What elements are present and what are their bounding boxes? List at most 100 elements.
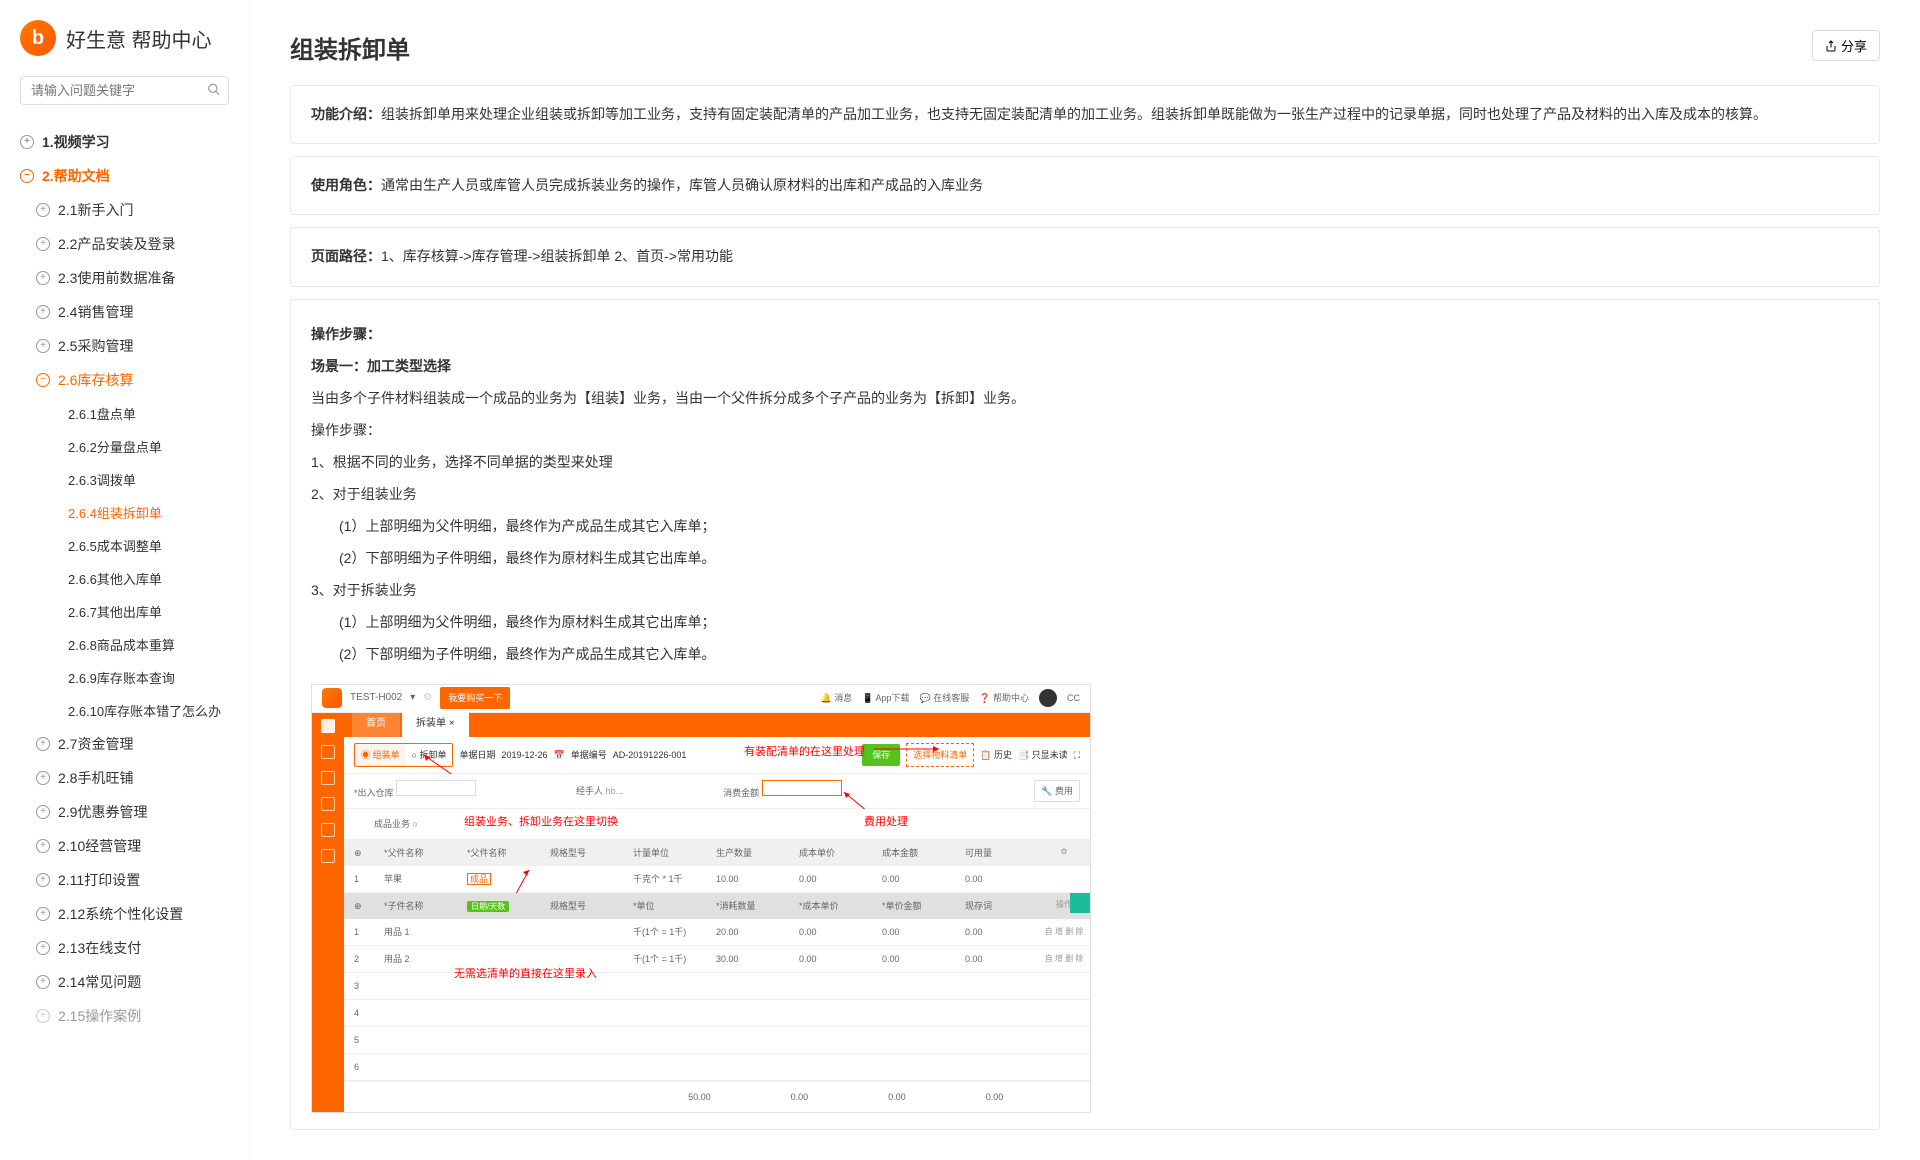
nav-item-docs[interactable]: −2.帮助文档 — [20, 159, 229, 193]
intro-label: 功能介绍： — [311, 106, 381, 122]
ss-fee-input — [762, 780, 842, 796]
ss-date-value: 2019-12-26 — [502, 746, 548, 764]
ss-child-row: 2 用品 2 千(1个 = 1千) 30.00 0.00 0.00 0.00 自… — [344, 946, 1090, 973]
content-box: 操作步骤： 场景一：加工类型选择 当由多个子件材料组装成一个成品的业务为【组装】… — [290, 299, 1880, 1130]
nav-item-2-7[interactable]: +2.7资金管理 — [20, 727, 229, 761]
nav-item-2-6-1[interactable]: 2.6.1盘点单 — [20, 397, 229, 430]
nav-item-2-3[interactable]: +2.3使用前数据准备 — [20, 261, 229, 295]
ss-nav-icon — [321, 797, 335, 811]
ss-child-row: 4 — [344, 1000, 1090, 1027]
search-icon[interactable] — [207, 82, 221, 99]
path-text: 1、库存核算->库存管理->组装拆卸单 2、首页->常用功能 — [381, 248, 733, 264]
nav-item-2-6-8[interactable]: 2.6.8商品成本重算 — [20, 628, 229, 661]
ss-tab-home: 首页 — [352, 711, 400, 737]
nav-item-2-6[interactable]: −2.6库存核算 — [20, 363, 229, 397]
nav-item-2-14[interactable]: +2.14常见问题 — [20, 965, 229, 999]
plus-icon: + — [36, 941, 50, 955]
scene-desc: 当由多个子件材料组装成一个成品的业务为【组装】业务，当由一个父件拆分成多个子产品… — [311, 384, 1859, 412]
nav-item-2-2[interactable]: +2.2产品安装及登录 — [20, 227, 229, 261]
nav-item-2-6-6[interactable]: 2.6.6其他入库单 — [20, 562, 229, 595]
nav-item-2-6-10[interactable]: 2.6.10库存账本错了怎么办 — [20, 694, 229, 727]
nav-item-2-1[interactable]: +2.1新手入门 — [20, 193, 229, 227]
ss-radio-assemble: ◉ 组装单 — [355, 744, 406, 766]
main-content: 组装拆卸单 分享 功能介绍：组装拆卸单用来处理企业组装或拆卸等加工业务，支持有固… — [250, 0, 1920, 1160]
nav-item-2-6-5[interactable]: 2.6.5成本调整单 — [20, 529, 229, 562]
steps-label: 操作步骤： — [311, 320, 1859, 348]
ss-annotation-2: 有装配清单的在这里处理 — [744, 741, 865, 763]
brand-logo-icon: b — [20, 20, 56, 56]
ss-topbar: TEST-H002 ▾ ⚙ 我要购买一下 🔔 消息 📱 App下载 💬 在线客服… — [312, 685, 1090, 713]
search-input[interactable] — [20, 76, 229, 105]
ss-username: CC — [1067, 689, 1080, 707]
page-title: 组装拆卸单 — [290, 30, 410, 65]
ss-nav-icon — [321, 745, 335, 759]
ss-tab-active: 拆装单 × — [402, 711, 469, 737]
ss-avatar-icon — [1039, 689, 1057, 707]
nav-item-2-6-4[interactable]: 2.6.4组装拆卸单 — [20, 496, 229, 529]
step-1: 1、根据不同的业务，选择不同单据的类型来处理 — [311, 448, 1859, 476]
ss-child-row: 5 — [344, 1027, 1090, 1054]
brand: b 好生意 帮助中心 — [20, 20, 229, 56]
ss-parent-row: 1 苹果 成品 千克个 * 1千 10.00 0.00 0.00 0.00 — [344, 866, 1090, 893]
plus-icon: + — [36, 271, 50, 285]
nav-item-2-11[interactable]: +2.11打印设置 — [20, 863, 229, 897]
plus-icon: + — [20, 135, 34, 149]
nav-item-2-5[interactable]: +2.5采购管理 — [20, 329, 229, 363]
nav-item-2-12[interactable]: +2.12系统个性化设置 — [20, 897, 229, 931]
nav-item-2-6-9[interactable]: 2.6.9库存账本查询 — [20, 661, 229, 694]
ss-form-row-1: *出入仓库 经手人 hb... 消费金额 🔧 费用 — [344, 774, 1090, 809]
ss-form-row-2: 成品业务 ○ 组装业务、拆卸业务在这里切换 费用处理 — [344, 809, 1090, 840]
ss-service-link: 💬 在线客服 — [920, 689, 970, 707]
ss-msg-link: 🔔 消息 — [821, 689, 853, 707]
ss-nav-icon — [321, 771, 335, 785]
nav-item-2-6-3[interactable]: 2.6.3调拨单 — [20, 463, 229, 496]
ss-clear-link: 📑 只显未读 — [1018, 746, 1068, 764]
intro-text: 组装拆卸单用来处理企业组装或拆卸等加工业务，支持有固定装配清单的产品加工业务，也… — [381, 106, 1767, 122]
sidebar: b 好生意 帮助中心 +1.视频学习 −2.帮助文档 +2.1新手入门 +2.2… — [0, 0, 250, 1160]
plus-icon: + — [36, 305, 50, 319]
nav-item-2-4[interactable]: +2.4销售管理 — [20, 295, 229, 329]
nav-item-2-8[interactable]: +2.8手机旺铺 — [20, 761, 229, 795]
ss-logo-icon — [322, 688, 342, 708]
plus-icon: + — [36, 873, 50, 887]
path-box: 页面路径：1、库存核算->库存管理->组装拆卸单 2、首页->常用功能 — [290, 227, 1880, 286]
plus-icon: + — [36, 339, 50, 353]
nav-item-video[interactable]: +1.视频学习 — [20, 125, 229, 159]
step-3: 3、对于拆装业务 — [311, 576, 1859, 604]
intro-box: 功能介绍：组装拆卸单用来处理企业组装或拆卸等加工业务，支持有固定装配清单的产品加… — [290, 85, 1880, 144]
path-label: 页面路径： — [311, 248, 381, 264]
nav-item-2-9[interactable]: +2.9优惠券管理 — [20, 795, 229, 829]
plus-icon: + — [36, 805, 50, 819]
nav-item-2-15[interactable]: +2.15操作案例 — [20, 999, 229, 1033]
plus-icon: + — [36, 737, 50, 751]
search-box — [20, 76, 229, 105]
ss-app-link: 📱 App下载 — [862, 689, 909, 707]
ss-code-label: 单据编号 — [571, 746, 607, 764]
plus-icon: + — [36, 237, 50, 251]
ss-parent-table: ⊕ *父件名称 *父件名称 规格型号 计量单位 生产数量 成本单价 成本金额 可… — [344, 840, 1090, 893]
role-label: 使用角色： — [311, 177, 381, 193]
nav-item-2-13[interactable]: +2.13在线支付 — [20, 931, 229, 965]
ss-store-code: TEST-H002 — [350, 688, 402, 708]
ss-code-value: AD-20191226-001 — [613, 746, 687, 764]
step-2-2: (2）下部明细为子件明细，最终作为原材料生成其它出库单。 — [311, 544, 1859, 572]
plus-icon: + — [36, 839, 50, 853]
share-button[interactable]: 分享 — [1812, 30, 1880, 61]
nav-item-2-6-2[interactable]: 2.6.2分量盘点单 — [20, 430, 229, 463]
nav-item-2-6-7[interactable]: 2.6.7其他出库单 — [20, 595, 229, 628]
ss-buy-button: 我要购买一下 — [440, 687, 510, 709]
share-icon — [1825, 40, 1837, 52]
nav-item-2-10[interactable]: +2.10经营管理 — [20, 829, 229, 863]
ss-annotation-1: 组装业务、拆卸业务在这里切换 — [464, 811, 618, 833]
role-text: 通常由生产人员或库管人员完成拆装业务的操作，库管人员确认原材料的出库和产成品的入… — [381, 177, 983, 193]
ss-toolbar: ◉ 组装单 ○ 拆卸单 单据日期 2019-12-26 📅 单据编号 AD-20… — [344, 737, 1090, 774]
role-box: 使用角色：通常由生产人员或库管人员完成拆装业务的操作，库管人员确认原材料的出库和… — [290, 156, 1880, 215]
plus-icon: + — [36, 975, 50, 989]
ss-history-link: 📋 历史 — [980, 746, 1012, 764]
step-3-1: (1）上部明细为父件明细，最终作为原材料生成其它出库单； — [311, 608, 1859, 636]
plus-icon: + — [36, 1009, 50, 1023]
ss-child-row: 6 — [344, 1054, 1090, 1081]
ss-home-icon — [321, 719, 335, 733]
ss-child-row: 3 — [344, 973, 1090, 1000]
plus-icon: + — [36, 907, 50, 921]
